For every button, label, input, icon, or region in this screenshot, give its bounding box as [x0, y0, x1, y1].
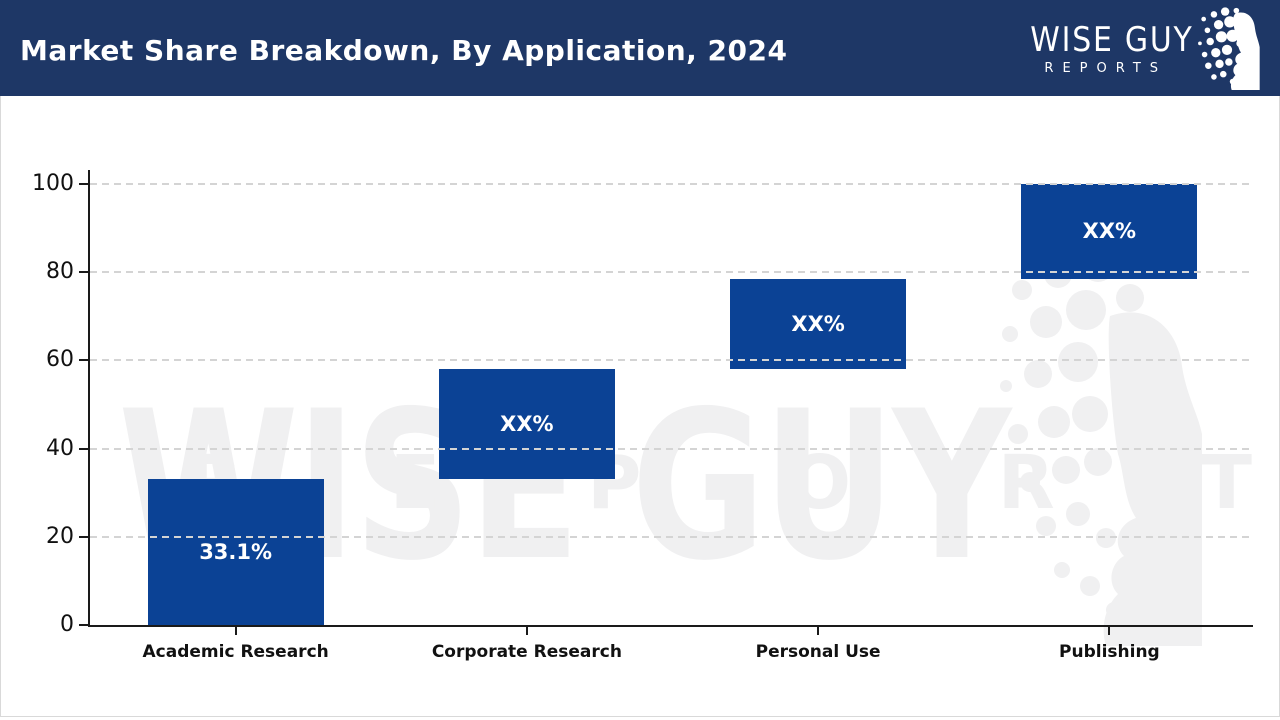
gridline-40 [90, 447, 1253, 450]
wise-guy-reports-logo: WISE GUY REPORTS [1008, 6, 1266, 90]
y-tick-label: 40 [46, 435, 74, 461]
logo-face-dots-icon [1198, 7, 1260, 90]
logo-wordmark: WISE GUY [1030, 20, 1194, 60]
gridline-80 [90, 271, 1253, 274]
y-tick-label: 0 [60, 612, 74, 637]
y-tick-mark [79, 359, 88, 362]
y-tick-mark [79, 271, 88, 274]
plot-area: 0 20 40 60 80 100 33.1% Academic Research XX% Cor… [32, 170, 1253, 662]
bar-value-label: XX% [1082, 219, 1137, 244]
gridline-20 [90, 535, 1253, 538]
y-tick-mark [79, 447, 88, 450]
bar-personal-use: XX% [730, 278, 907, 370]
bar-publishing: XX% [1021, 183, 1198, 279]
y-tick-mark [79, 624, 88, 626]
logo-subtitle: REPORTS [1044, 61, 1168, 76]
gridline-60 [90, 359, 1253, 362]
x-tick-mark [1108, 627, 1111, 635]
x-axis-label-publishing: Publishing [1059, 642, 1160, 662]
bar-academic-research: 33.1% [147, 479, 324, 625]
y-tick-label: 60 [46, 347, 74, 373]
y-tick-label: 20 [46, 523, 74, 549]
y-tick-mark [79, 535, 88, 538]
bar-value-label: XX% [500, 412, 554, 437]
bar-value-label: XX% [791, 311, 845, 336]
x-axis-label-corporate-research: Corporate Research [431, 642, 622, 662]
gridline-100 [90, 182, 1253, 185]
x-tick-mark [817, 627, 820, 635]
logo-text: WISE GUY REPORTS [1008, 20, 1194, 76]
x-tick-mark [525, 627, 528, 635]
x-tick-mark [234, 627, 237, 635]
y-tick-label: 100 [32, 170, 74, 196]
y-tick-mark [79, 182, 88, 185]
header-bar: Market Share Breakdown, By Application, … [0, 0, 1280, 96]
chart-title: Market Share Breakdown, By Application, … [20, 34, 788, 67]
bar-corporate-research: XX% [438, 369, 615, 479]
bar-value-label: 33.1% [199, 540, 273, 564]
x-axis-label-personal-use: Personal Use [755, 642, 881, 662]
x-axis-label-academic-research: Academic Research [142, 642, 329, 662]
y-tick-label: 80 [46, 259, 74, 285]
